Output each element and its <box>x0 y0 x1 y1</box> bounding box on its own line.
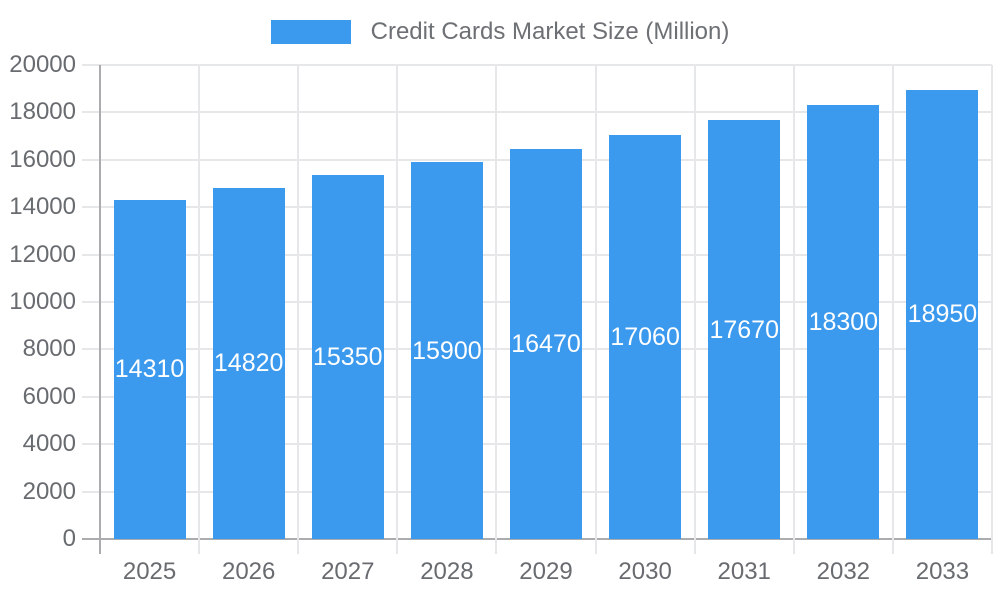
y-axis-tick-6000 <box>82 395 100 398</box>
bar-value-label-2032: 18300 <box>808 308 879 337</box>
plot-area[interactable]: 0 2000 4000 6000 8000 10000 12000 14000 16000 180… <box>9 53 993 584</box>
y-axis-tick-20000 <box>82 64 100 66</box>
gridline-x-5 <box>594 65 597 539</box>
y-axis-label-20000: 20000 <box>9 51 76 78</box>
bar-2029[interactable] <box>510 148 582 539</box>
y-axis-label-12000: 12000 <box>9 240 76 268</box>
y-axis-tick-0 <box>82 538 100 540</box>
y-axis-label-16000: 16000 <box>9 145 76 173</box>
y-axis-label-4000: 4000 <box>22 430 76 458</box>
y-axis-tick-14000 <box>82 206 100 209</box>
x-axis-label-2032: 2032 <box>816 558 871 585</box>
gridline-x-2 <box>297 65 300 539</box>
bar-2030[interactable] <box>609 134 682 539</box>
bar-value-label-2029: 16470 <box>511 329 581 358</box>
bar-value-label-2028: 15900 <box>412 336 482 365</box>
x-axis-tick-9 <box>991 539 993 554</box>
gridline-x-6 <box>693 65 696 539</box>
bar-2025[interactable] <box>113 199 186 539</box>
x-axis-tick-7 <box>792 539 795 554</box>
bar-value-label-2030: 17060 <box>610 322 680 351</box>
y-axis-tick-4000 <box>82 443 100 446</box>
x-axis-tick-8 <box>891 539 894 554</box>
x-axis-tick-2 <box>297 539 300 554</box>
x-axis-tick-0 <box>99 539 101 554</box>
chart-legend[interactable]: Credit Cards Market Size (Million) <box>0 17 1000 47</box>
x-axis-label-2031: 2031 <box>717 558 771 585</box>
x-axis-tick-4 <box>495 539 498 554</box>
y-axis-label-0: 0 <box>62 525 76 552</box>
gridline-x-3 <box>396 65 399 539</box>
y-axis-label-10000: 10000 <box>9 288 76 315</box>
gridline-y-18000 <box>100 111 992 114</box>
x-axis-label-2028: 2028 <box>420 558 474 585</box>
bar-value-label-2031: 17670 <box>709 315 779 344</box>
y-axis-label-2000: 2000 <box>22 477 76 505</box>
y-axis-label-18000: 18000 <box>9 98 76 126</box>
gridline-x-4 <box>495 65 498 539</box>
bar-value-label-2027: 15350 <box>313 343 383 372</box>
y-axis-label-14000: 14000 <box>9 193 76 221</box>
y-axis-tick-10000 <box>82 301 100 303</box>
gridline-x-8 <box>891 65 894 539</box>
x-axis-tick-3 <box>396 539 399 554</box>
bar-value-label-2033: 18950 <box>907 300 978 329</box>
gridline-y-20000 <box>100 64 992 66</box>
y-axis-tick-2000 <box>82 490 100 493</box>
gridline-x-7 <box>792 65 795 539</box>
x-axis-tick-5 <box>594 539 597 554</box>
gridline-x-9 <box>991 65 993 539</box>
x-axis-label-2027: 2027 <box>321 558 375 585</box>
x-axis-label-2029: 2029 <box>519 558 573 585</box>
x-axis-label-2025: 2025 <box>122 558 177 585</box>
bar-value-label-2025: 14310 <box>114 355 185 384</box>
x-axis-tick-1 <box>198 539 201 554</box>
bar-2031[interactable] <box>708 120 781 539</box>
x-axis-label-2030: 2030 <box>618 558 672 585</box>
y-axis-tick-8000 <box>82 348 100 351</box>
gridline-x-1 <box>198 65 201 539</box>
bar-2026[interactable] <box>212 187 285 539</box>
y-axis-tick-12000 <box>82 253 100 256</box>
gridline-y-0 <box>100 538 992 540</box>
bar-2027[interactable] <box>311 175 384 539</box>
bar-value-label-2026: 14820 <box>213 349 284 378</box>
y-axis-label-6000: 6000 <box>22 382 76 410</box>
legend-label: Credit Cards Market Size (Million) <box>370 18 730 45</box>
bar-2032[interactable] <box>807 105 880 539</box>
y-axis-tick-16000 <box>82 158 100 161</box>
bar-2033[interactable] <box>906 89 979 539</box>
bar-2028[interactable] <box>410 162 483 539</box>
x-axis-label-2033: 2033 <box>915 558 970 585</box>
y-axis-tick-18000 <box>82 111 100 114</box>
gridline-x-0 <box>99 65 101 539</box>
legend-swatch <box>270 20 351 44</box>
y-axis-label-8000: 8000 <box>22 335 76 363</box>
x-axis-tick-6 <box>693 539 696 554</box>
x-axis-label-2026: 2026 <box>221 558 276 585</box>
